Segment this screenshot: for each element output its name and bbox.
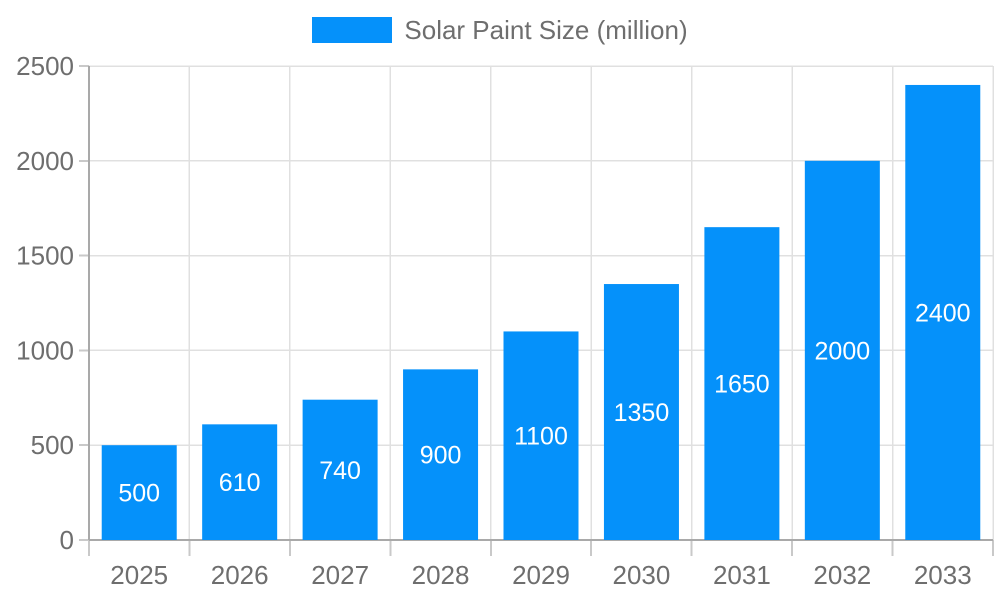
bar-value-label: 2000 — [815, 337, 871, 365]
y-tick-label: 0 — [60, 525, 74, 555]
x-tick-label: 2032 — [813, 560, 871, 590]
bar[interactable] — [403, 369, 479, 540]
bar[interactable] — [804, 160, 880, 541]
bar[interactable] — [905, 84, 981, 541]
x-tick-label: 2029 — [512, 560, 570, 590]
bar[interactable] — [503, 331, 579, 540]
y-tick-label: 1000 — [16, 335, 74, 365]
x-tick-label: 2025 — [110, 560, 168, 590]
bar-value-label: 900 — [420, 442, 462, 470]
bar-value-label: 610 — [219, 469, 261, 497]
bar-value-label: 1350 — [614, 399, 670, 427]
x-tick-label: 2030 — [613, 560, 671, 590]
bar[interactable] — [101, 445, 177, 540]
bar-value-label: 1650 — [714, 371, 770, 399]
bar[interactable] — [603, 284, 679, 540]
x-tick-label: 2027 — [311, 560, 369, 590]
bar-value-label: 2400 — [915, 299, 971, 327]
x-tick-label: 2028 — [412, 560, 470, 590]
bar[interactable] — [704, 227, 780, 540]
x-tick-label: 2031 — [713, 560, 771, 590]
legend-swatch — [312, 17, 393, 43]
bar[interactable] — [302, 399, 378, 540]
y-tick-label: 500 — [31, 430, 74, 460]
y-tick-label: 2000 — [16, 146, 74, 176]
x-tick-label: 2026 — [211, 560, 269, 590]
bar[interactable] — [202, 424, 278, 540]
bar-value-label: 740 — [319, 457, 361, 485]
legend[interactable]: Solar Paint Size (million) — [0, 17, 1000, 43]
y-tick-label: 1500 — [16, 241, 74, 271]
x-tick-label: 2033 — [914, 560, 972, 590]
bar-value-label: 1100 — [514, 423, 568, 451]
legend-label: Solar Paint Size (million) — [404, 15, 688, 45]
bar-value-label: 500 — [118, 480, 160, 508]
y-tick-label: 2500 — [16, 51, 74, 81]
